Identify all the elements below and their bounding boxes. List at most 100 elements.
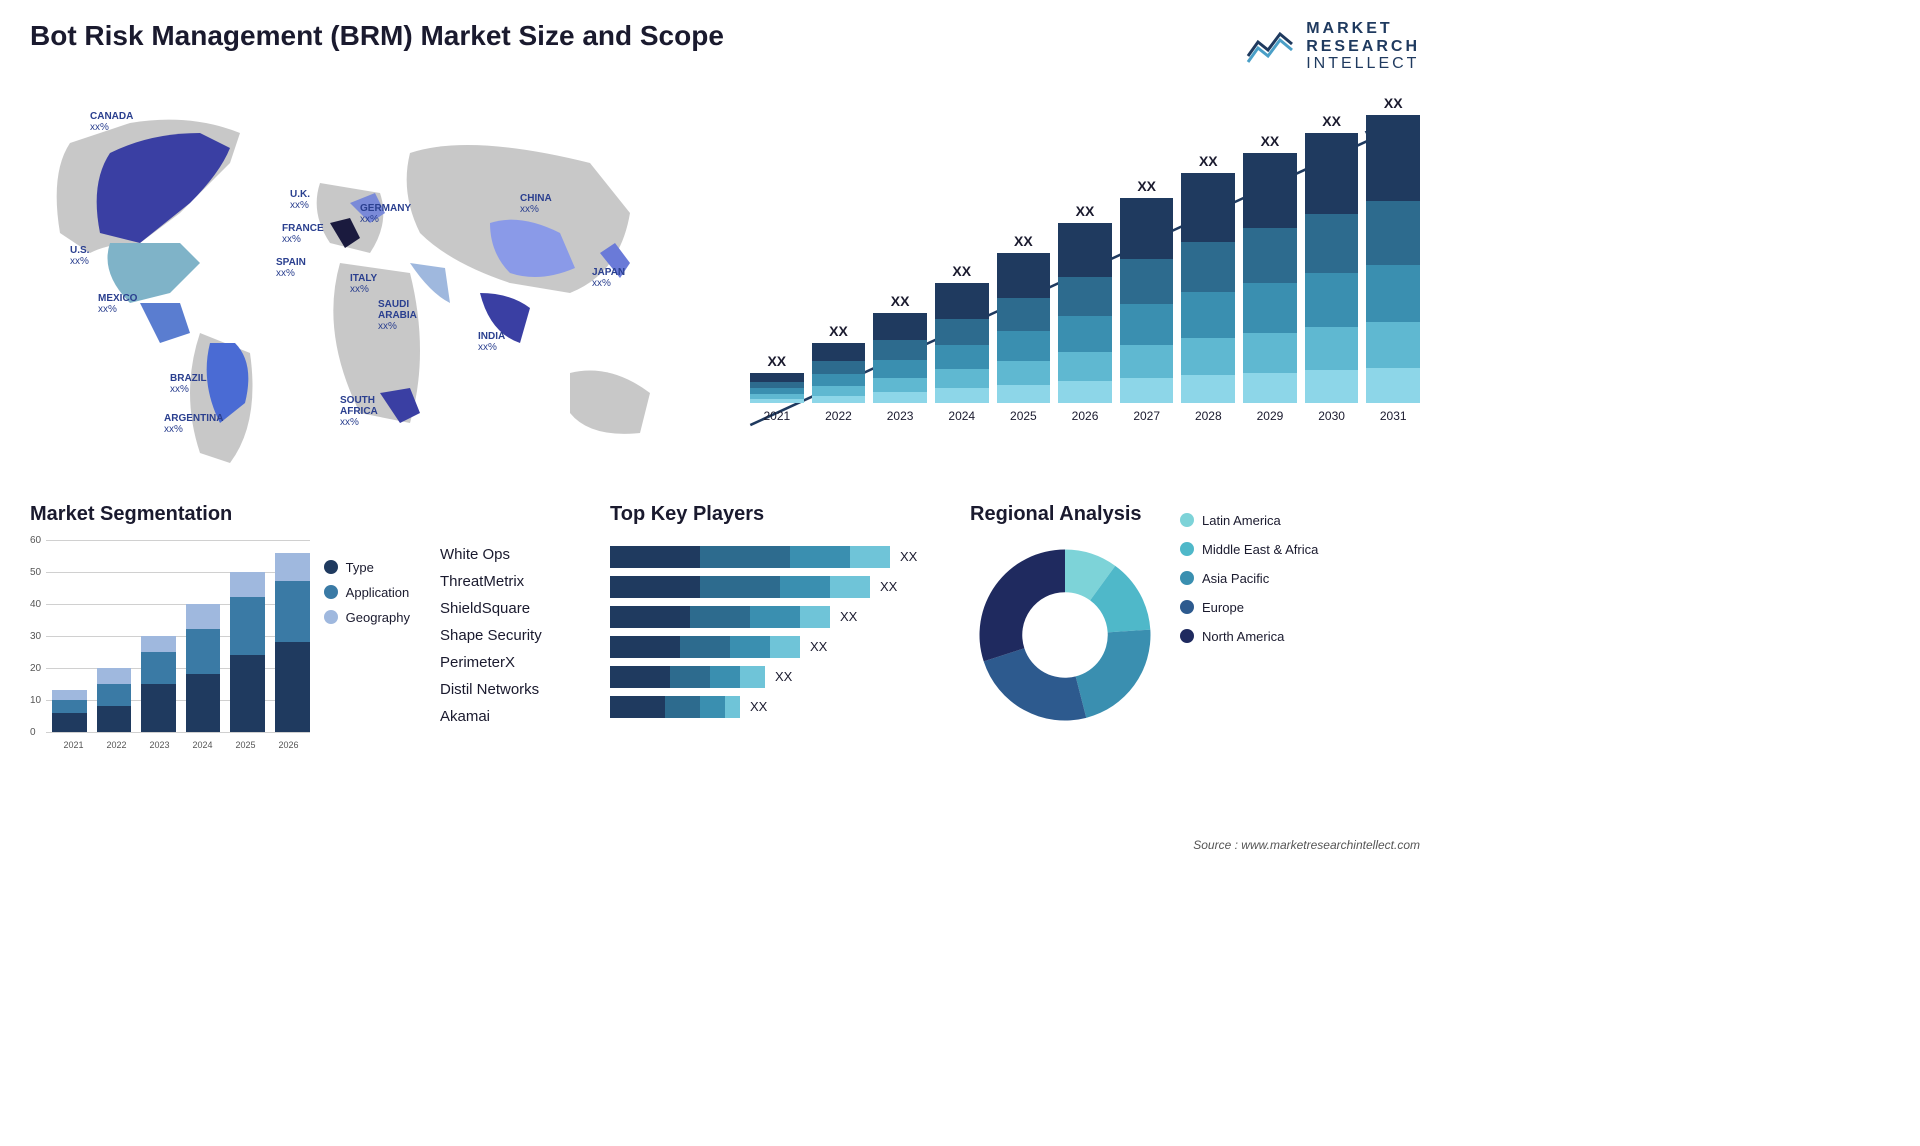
seg-ytick: 40 (30, 599, 41, 610)
regional-donut-chart (970, 540, 1160, 730)
source-attribution: Source : www.marketresearchintellect.com (1193, 838, 1420, 852)
seg-legend-item: Geography (324, 610, 410, 625)
players-title: Top Key Players (610, 503, 940, 526)
seg-year-label: 2022 (107, 740, 127, 750)
map-label-u-k-: U.K.xx% (290, 189, 310, 211)
forecast-bar-year: 2021 (763, 409, 790, 423)
donut-slice-north-america (980, 549, 1066, 661)
player-bar-value: XX (750, 699, 767, 714)
forecast-bar-2030: XX 2030 (1305, 113, 1359, 423)
player-bar-row: XX (610, 606, 940, 628)
seg-bar-2022 (97, 540, 132, 732)
player-bar-value: XX (880, 579, 897, 594)
forecast-bar-year: 2029 (1257, 409, 1284, 423)
regional-legend-item: Europe (1180, 600, 1318, 615)
forecast-bar-value: XX (1322, 113, 1341, 129)
player-name: Shape Security (440, 627, 590, 644)
logo: MARKET RESEARCH INTELLECT (1246, 20, 1420, 73)
map-label-spain: SPAINxx% (276, 257, 306, 279)
seg-year-label: 2021 (64, 740, 84, 750)
logo-icon (1246, 28, 1296, 64)
forecast-bar-year: 2022 (825, 409, 852, 423)
seg-bar-2025 (230, 540, 265, 732)
regional-legend-item: Asia Pacific (1180, 571, 1318, 586)
forecast-bar-2022: XX2022 (812, 323, 866, 423)
seg-year-label: 2024 (193, 740, 213, 750)
forecast-bar-chart: XX2021XX2022XX2023XX2024XX2025XX2026XX20… (730, 93, 1420, 473)
regional-legend-item: North America (1180, 629, 1318, 644)
forecast-bar-value: XX (1014, 233, 1033, 249)
map-label-italy: ITALYxx% (350, 273, 377, 295)
player-bar-value: XX (840, 609, 857, 624)
player-name: Distil Networks (440, 681, 590, 698)
logo-line1: MARKET (1306, 20, 1420, 38)
forecast-bar-year: 2027 (1133, 409, 1160, 423)
player-name: White Ops (440, 546, 590, 563)
player-bar-row: XX (610, 576, 940, 598)
forecast-bar-2031: XX 2031 (1366, 95, 1420, 423)
regional-legend: Latin AmericaMiddle East & AfricaAsia Pa… (1180, 503, 1318, 644)
map-label-mexico: MEXICOxx% (98, 293, 137, 315)
map-label-china: CHINAxx% (520, 193, 552, 215)
map-label-france: FRANCExx% (282, 223, 324, 245)
forecast-bar-2025: XX 2025 (997, 233, 1051, 423)
forecast-bar-value: XX (767, 353, 786, 369)
forecast-bar-year: 2030 (1318, 409, 1345, 423)
map-label-canada: CANADAxx% (90, 111, 133, 133)
seg-bar-2021 (52, 540, 87, 732)
regional-section: Regional Analysis Latin AmericaMiddle Ea… (970, 503, 1420, 750)
forecast-bar-year: 2023 (887, 409, 914, 423)
forecast-bar-year: 2028 (1195, 409, 1222, 423)
donut-slice-europe (984, 648, 1087, 720)
player-name: PerimeterX (440, 654, 590, 671)
seg-ytick: 10 (30, 695, 41, 706)
map-label-brazil: BRAZILxx% (170, 373, 207, 395)
player-bar-row: XX (610, 546, 940, 568)
forecast-bar-2027: XX 2027 (1120, 178, 1174, 423)
forecast-bar-2029: XX 2029 (1243, 133, 1297, 423)
forecast-bar-year: 2031 (1380, 409, 1407, 423)
map-label-south-africa: SOUTHAFRICAxx% (340, 395, 378, 428)
forecast-bar-value: XX (1076, 203, 1095, 219)
player-name: ShieldSquare (440, 600, 590, 617)
seg-legend-item: Type (324, 560, 410, 575)
forecast-bar-year: 2025 (1010, 409, 1037, 423)
forecast-bar-value: XX (891, 293, 910, 309)
forecast-bar-2023: XX 2023 (873, 293, 927, 423)
donut-slice-asia-pacific (1076, 629, 1151, 717)
seg-ytick: 30 (30, 631, 41, 642)
forecast-bar-2024: XX2024 (935, 263, 989, 423)
map-label-india: INDIAxx% (478, 331, 505, 353)
player-bar-value: XX (810, 639, 827, 654)
forecast-bar-value: XX (1384, 95, 1403, 111)
player-bar-row: XX (610, 636, 940, 658)
seg-legend-item: Application (324, 585, 410, 600)
seg-year-label: 2025 (236, 740, 256, 750)
map-label-u-s-: U.S.xx% (70, 245, 89, 267)
seg-bar-2024 (186, 540, 221, 732)
seg-bar-2023 (141, 540, 176, 732)
segmentation-title: Market Segmentation (30, 503, 410, 526)
seg-ytick: 0 (30, 727, 36, 738)
seg-ytick: 20 (30, 663, 41, 674)
forecast-bar-year: 2026 (1072, 409, 1099, 423)
forecast-bar-value: XX (952, 263, 971, 279)
seg-ytick: 50 (30, 567, 41, 578)
key-players-section: . White OpsThreatMetrixShieldSquareShape… (440, 503, 940, 750)
logo-line3: INTELLECT (1306, 55, 1420, 73)
regional-legend-item: Latin America (1180, 513, 1318, 528)
segmentation-legend: Type Application Geography (324, 540, 410, 750)
player-bar-row: XX (610, 696, 940, 718)
map-label-japan: JAPANxx% (592, 267, 625, 289)
forecast-bar-value: XX (1137, 178, 1156, 194)
map-label-argentina: ARGENTINAxx% (164, 413, 223, 435)
forecast-bar-2021: XX 2021 (750, 353, 804, 423)
forecast-bar-value: XX (1261, 133, 1280, 149)
forecast-bar-value: XX (1199, 153, 1218, 169)
regional-title: Regional Analysis (970, 503, 1160, 526)
map-label-saudi-arabia: SAUDIARABIAxx% (378, 299, 417, 332)
player-name: Akamai (440, 708, 590, 725)
page-title: Bot Risk Management (BRM) Market Size an… (30, 20, 724, 52)
player-bar-value: XX (900, 549, 917, 564)
forecast-bar-2028: XX 2028 (1181, 153, 1235, 423)
